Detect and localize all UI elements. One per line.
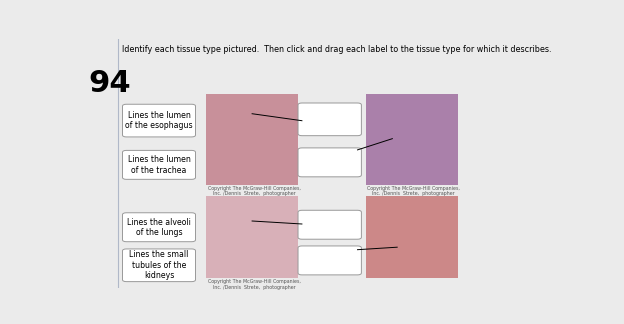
FancyBboxPatch shape bbox=[122, 150, 195, 179]
Text: 94: 94 bbox=[89, 69, 131, 98]
FancyBboxPatch shape bbox=[122, 104, 195, 137]
Text: Identify each tissue type pictured.  Then click and drag each label to the tissu: Identify each tissue type pictured. Then… bbox=[122, 45, 551, 54]
Text: Lines the lumen
of the esophagus: Lines the lumen of the esophagus bbox=[125, 111, 193, 130]
Bar bbox=[206, 94, 298, 185]
Bar bbox=[366, 196, 457, 278]
Text: Copyright The McGraw-Hill Companies,
Inc. /Dennis  Strete,  photographer: Copyright The McGraw-Hill Companies, Inc… bbox=[208, 279, 301, 290]
Bar bbox=[366, 94, 457, 185]
Bar bbox=[206, 196, 298, 278]
Text: Lines the alveoli
of the lungs: Lines the alveoli of the lungs bbox=[127, 217, 191, 237]
FancyBboxPatch shape bbox=[298, 103, 361, 136]
FancyBboxPatch shape bbox=[122, 249, 195, 282]
Text: Lines the lumen
of the trachea: Lines the lumen of the trachea bbox=[127, 155, 190, 175]
FancyBboxPatch shape bbox=[122, 213, 195, 242]
FancyBboxPatch shape bbox=[298, 148, 361, 177]
FancyBboxPatch shape bbox=[298, 210, 361, 239]
Text: Lines the small
tubules of the
kidneys: Lines the small tubules of the kidneys bbox=[129, 250, 188, 280]
Text: Copyright The McGraw-Hill Companies,
Inc. /Dennis  Strete,  photographer: Copyright The McGraw-Hill Companies, Inc… bbox=[208, 186, 301, 196]
FancyBboxPatch shape bbox=[298, 246, 361, 275]
Text: Copyright The McGraw-Hill Companies,
Inc. /Dennis  Strete,  photographer: Copyright The McGraw-Hill Companies, Inc… bbox=[367, 186, 460, 196]
